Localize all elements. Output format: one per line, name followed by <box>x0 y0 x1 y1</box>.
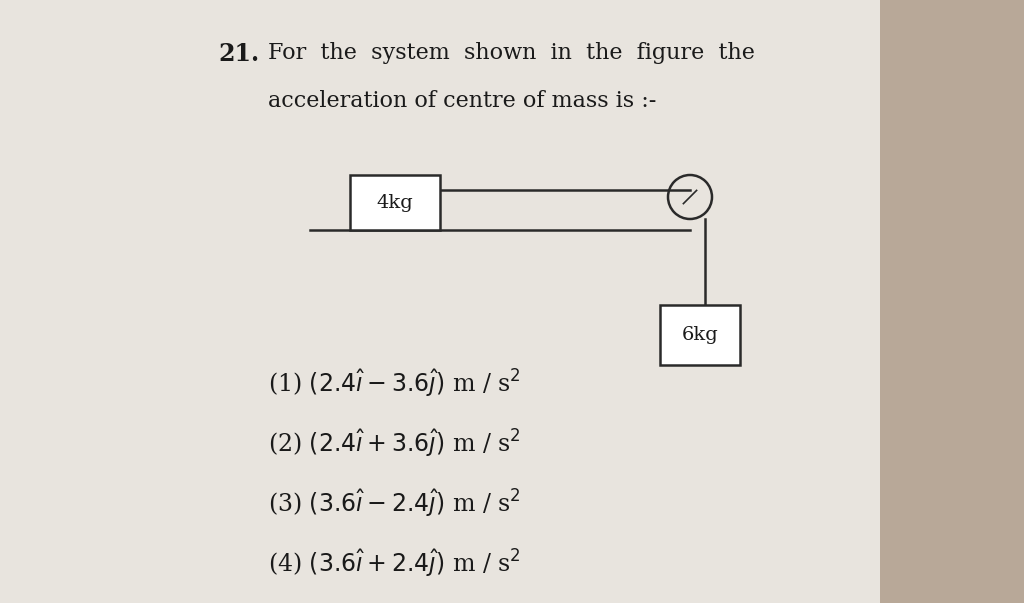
Text: acceleration of centre of mass is :-: acceleration of centre of mass is :- <box>268 90 656 112</box>
Bar <box>350 175 440 230</box>
Text: For  the  system  shown  in  the  figure  the: For the system shown in the figure the <box>268 42 755 64</box>
Text: (4) $(3.6\hat{\imath}+2.4\hat{\jmath})$ m / s$^2$: (4) $(3.6\hat{\imath}+2.4\hat{\jmath})$ … <box>268 548 521 580</box>
Text: 4kg: 4kg <box>377 194 414 212</box>
Text: (1) $(2.4\hat{\imath}-3.6\hat{\jmath})$ m / s$^2$: (1) $(2.4\hat{\imath}-3.6\hat{\jmath})$ … <box>268 368 521 400</box>
Text: (3) $(3.6\hat{\imath}-2.4\hat{\jmath})$ m / s$^2$: (3) $(3.6\hat{\imath}-2.4\hat{\jmath})$ … <box>268 488 521 520</box>
Text: 6kg: 6kg <box>682 326 719 344</box>
Text: 21.: 21. <box>218 42 259 66</box>
Bar <box>660 305 740 365</box>
Text: (2) $(2.4\hat{\imath}+3.6\hat{\jmath})$ m / s$^2$: (2) $(2.4\hat{\imath}+3.6\hat{\jmath})$ … <box>268 428 521 460</box>
Bar <box>880 0 1024 603</box>
